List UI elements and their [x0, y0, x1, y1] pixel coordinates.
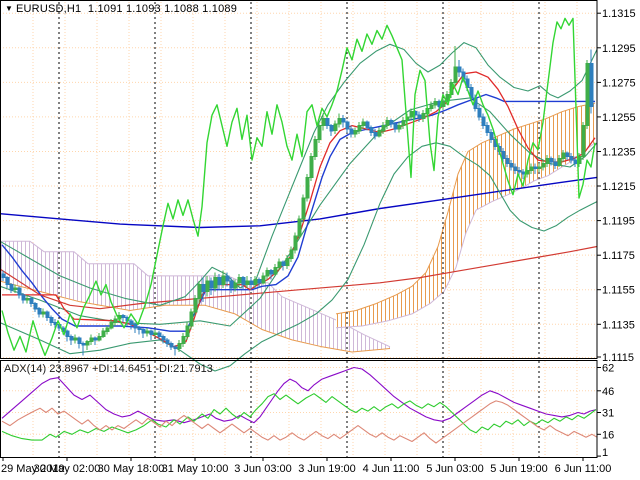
price-axis[interactable]: 1.1315 1.1295 1.1275 1.1255 1.1235 1.1215 1.11…	[597, 8, 636, 364]
svg-text:1.1195: 1.1195	[602, 216, 635, 228]
svg-text:16: 16	[602, 429, 614, 441]
svg-text:1.1295: 1.1295	[602, 43, 636, 55]
adx-panel	[1, 366, 598, 444]
svg-text:30 May 18:00: 30 May 18:00	[98, 463, 165, 475]
svg-text:1.1115: 1.1115	[602, 352, 634, 364]
indicator-label: ADX(14) 23.8967 +DI:14.6451 -DI:21.7913	[4, 363, 213, 375]
svg-text:1.1275: 1.1275	[602, 77, 636, 89]
svg-text:31 May 10:00: 31 May 10:00	[162, 463, 229, 475]
period-separators	[58, 2, 540, 457]
symbol-dropdown-icon: ▼	[5, 4, 13, 13]
svg-text:1.1255: 1.1255	[602, 112, 636, 124]
svg-text:5 Jun 19:00: 5 Jun 19:00	[490, 463, 548, 475]
chart-title-quote: EURUSD,H1 1.1091 1.1093 1.1088 1.1089	[16, 3, 238, 15]
svg-text:1.1315: 1.1315	[602, 8, 636, 20]
svg-text:1.1135: 1.1135	[602, 319, 635, 331]
svg-text:3 Jun 03:00: 3 Jun 03:00	[234, 463, 292, 475]
svg-text:6 Jun 11:00: 6 Jun 11:00	[555, 463, 612, 475]
svg-text:29 May 2019: 29 May 2019	[1, 463, 65, 475]
candles-layer	[1, 46, 594, 356]
svg-text:3 Jun 19:00: 3 Jun 19:00	[298, 463, 356, 475]
chart-borders	[0, 0, 598, 458]
svg-text:1.1215: 1.1215	[602, 181, 636, 193]
adx-value-axis[interactable]: 62 46 31 16 1	[597, 363, 614, 460]
svg-text:30 May 02:00: 30 May 02:00	[34, 463, 101, 475]
svg-text:1: 1	[602, 447, 608, 459]
svg-text:5 Jun 03:00: 5 Jun 03:00	[426, 463, 484, 475]
svg-text:31: 31	[602, 408, 614, 420]
svg-text:1.1155: 1.1155	[602, 285, 635, 297]
chikou-span-line	[1, 17, 596, 357]
svg-text:4 Jun 11:00: 4 Jun 11:00	[363, 463, 420, 475]
svg-text:1.1175: 1.1175	[602, 250, 635, 262]
svg-text:1.1235: 1.1235	[602, 147, 636, 159]
svg-text:46: 46	[602, 386, 614, 398]
svg-text:62: 62	[602, 363, 614, 375]
